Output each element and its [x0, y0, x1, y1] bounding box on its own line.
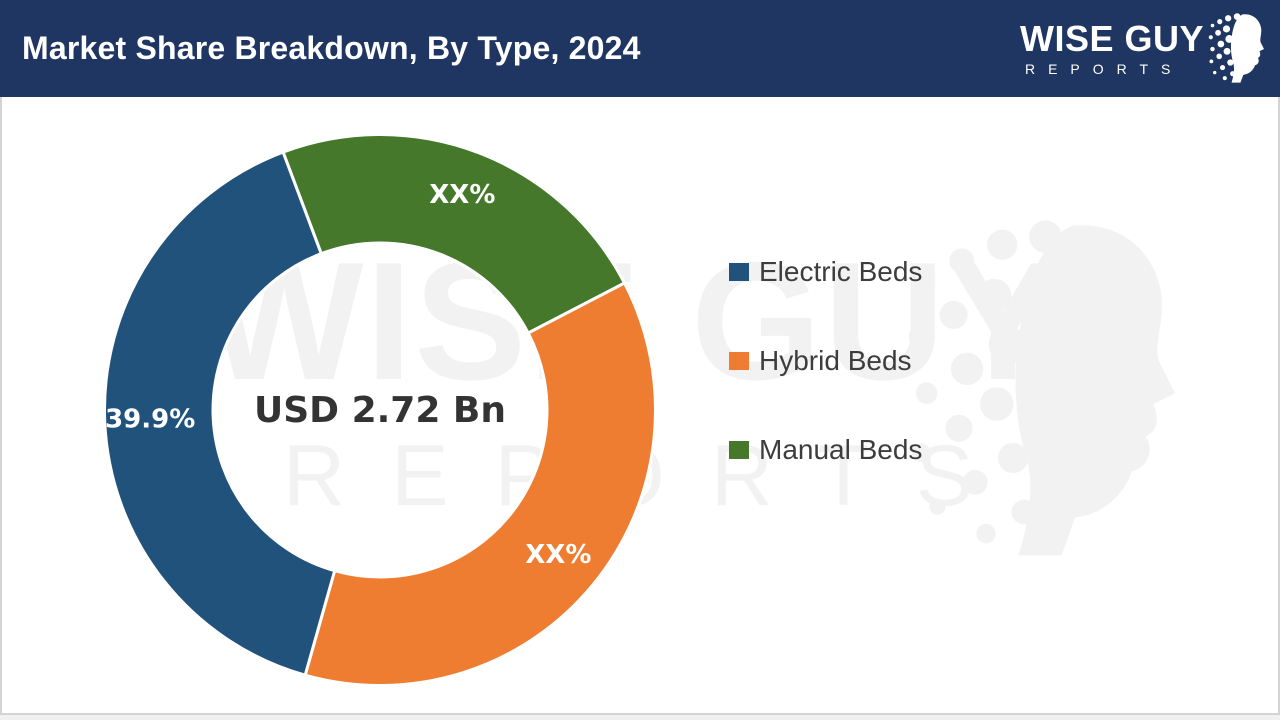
donut-segment-electric-beds: [103, 150, 337, 677]
legend-item-hybrid-beds: Hybrid Beds: [729, 345, 922, 376]
legend-item-electric-beds: Electric Beds: [729, 256, 923, 287]
legend-item-manual-beds: Manual Beds: [729, 434, 923, 465]
frame-border-bottom: [0, 713, 1280, 720]
donut-segment-hybrid-beds: [303, 281, 657, 687]
logo-face-icon: [1208, 13, 1264, 83]
segment-label-electric-beds: 39.9%: [105, 405, 195, 435]
header-bar: Market Share Breakdown, By Type, 2024 WI…: [0, 0, 1280, 97]
legend-swatch: [729, 441, 749, 459]
frame-border-left: [0, 97, 2, 720]
segment-label-manual-beds: XX%: [429, 180, 495, 210]
legend-label: Manual Beds: [759, 434, 923, 465]
legend-label: Hybrid Beds: [759, 345, 912, 376]
logo-text: WISE GUY REPORTS: [1019, 18, 1204, 77]
logo-subtext: REPORTS: [1024, 61, 1184, 77]
legend-label: Electric Beds: [759, 256, 923, 287]
logo-wordmark: WISE GUY: [1019, 18, 1204, 59]
chart-area: WISE GUY REPORTS XX% XX% 39.9% USD 2.72 Bn…: [0, 97, 1280, 713]
watermark-face-icon: [908, 220, 1175, 556]
legend-swatch: [729, 352, 749, 370]
donut-segment-manual-beds: [281, 133, 627, 336]
donut-chart: XX% XX% 39.9%: [103, 133, 657, 687]
legend: Electric Beds Hybrid Beds Manual Beds: [729, 256, 923, 525]
legend-swatch: [729, 263, 749, 281]
frame-border-right: [1278, 97, 1280, 720]
wiseguy-logo: WISE GUY REPORTS: [1020, 12, 1264, 85]
page-title: Market Share Breakdown, By Type, 2024: [22, 30, 641, 66]
segment-label-hybrid-beds: XX%: [525, 540, 591, 570]
